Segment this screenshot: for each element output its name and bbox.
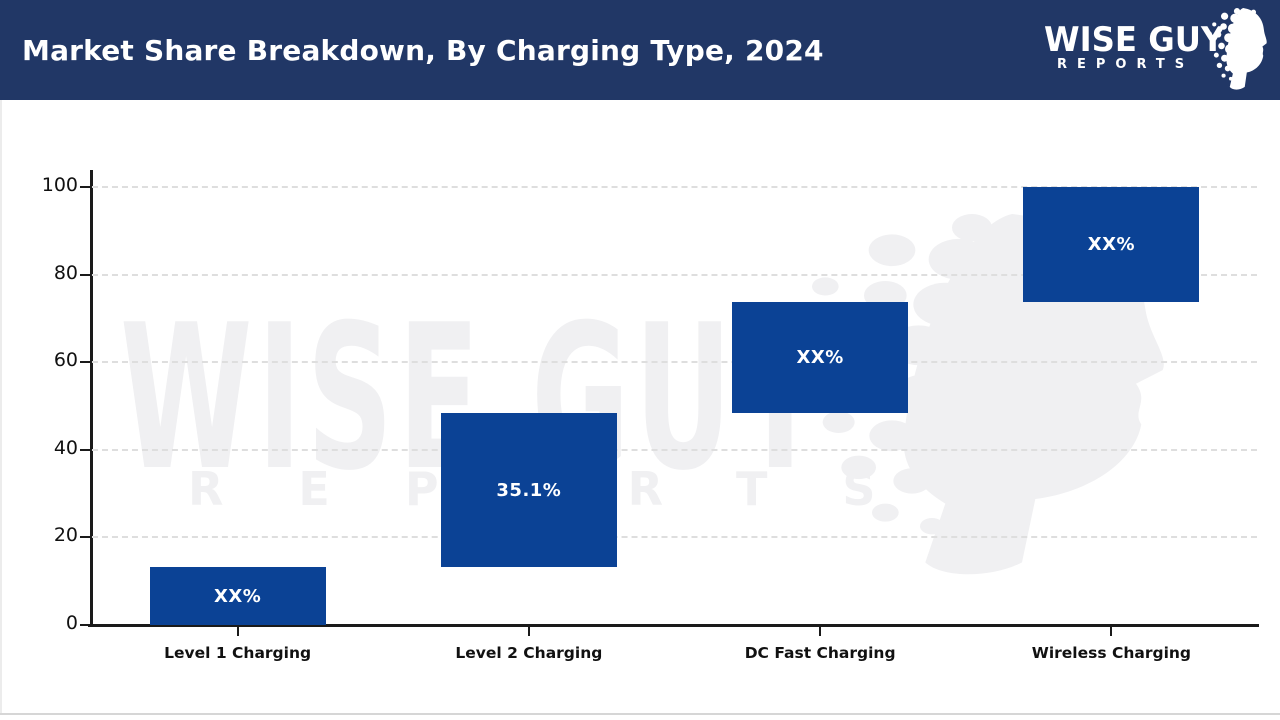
y-gridline [92,448,1257,451]
y-tick-label: 20 [53,524,78,547]
logo-subtext: REPORTS [1057,57,1195,72]
x-category-label: DC Fast Charging [744,644,896,662]
bar-value-label: XX% [796,347,844,369]
x-category-label: Level 2 Charging [455,644,603,662]
y-gridline [92,273,1257,276]
bar-value-label: 35.1% [496,479,562,501]
x-tick-mark [1110,627,1113,636]
bar-1: XX% [149,567,326,625]
x-axis-line [88,624,1259,627]
x-tick-mark [527,627,530,636]
header: Market Share Breakdown, By Charging Type… [0,0,1280,100]
bar-value-label: XX% [1087,234,1136,256]
y-gridline [92,361,1257,364]
y-axis-line [90,170,93,627]
x-tick-mark [819,627,822,636]
logo-wordmark: WISE GUY [1044,20,1225,60]
x-tick-mark [236,627,239,636]
x-category-label: Level 1 Charging [164,644,312,662]
y-tick-mark [80,273,90,276]
y-tick-label: 0 [65,612,78,634]
y-tick-mark [80,186,90,188]
y-gridline [92,536,1257,539]
y-tick-mark [80,536,90,539]
y-tick-mark [80,361,90,364]
x-category-label: Wireless Charging [1031,644,1192,662]
y-tick-label: 100 [41,174,78,196]
y-tick-label: 40 [53,436,78,459]
y-tick-mark [80,448,90,451]
bar-3: XX% [732,302,909,414]
bar-value-label: XX% [213,585,262,607]
y-tick-label: 80 [53,261,78,284]
y-tick-mark [80,624,90,626]
bar-2: 35.1% [440,413,617,568]
logo-head-icon [1208,8,1267,90]
y-gridline [92,186,1257,188]
page-title: Market Share Breakdown, By Charging Type… [22,33,824,67]
y-tick-label: 60 [53,349,78,372]
bar-4: XX% [1023,187,1200,303]
page-bottom-divider [0,713,1280,715]
